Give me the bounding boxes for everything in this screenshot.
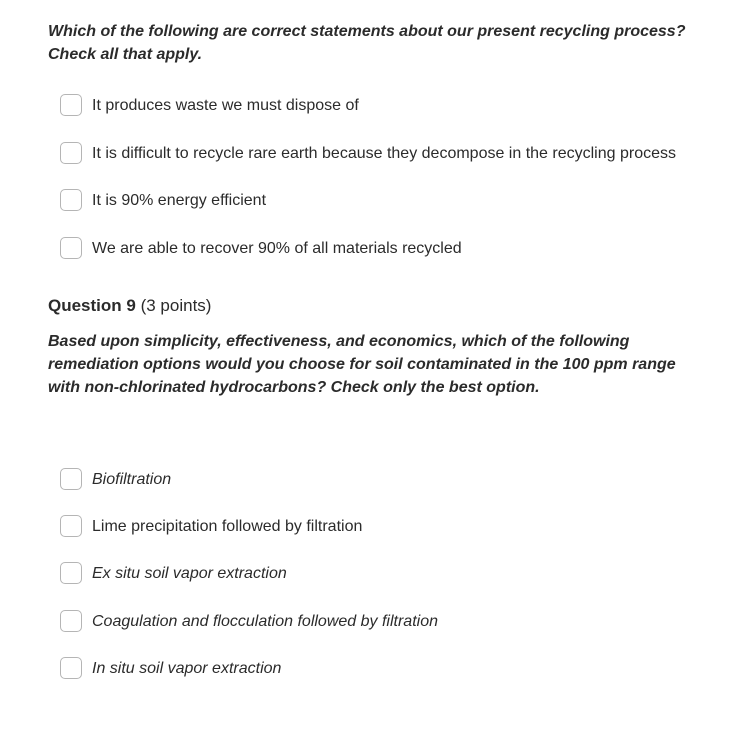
option-label: Lime precipitation followed by filtratio… — [92, 515, 362, 538]
checkbox[interactable] — [60, 94, 82, 116]
question-prompt: Which of the following are correct state… — [48, 20, 704, 66]
checkbox[interactable] — [60, 657, 82, 679]
option-row: Lime precipitation followed by filtratio… — [60, 515, 704, 538]
option-list-q1: It produces waste we must dispose of It … — [48, 94, 704, 260]
spacer — [48, 428, 704, 468]
option-row: Ex situ soil vapor extraction — [60, 562, 704, 585]
option-row: It produces waste we must dispose of — [60, 94, 704, 117]
option-row: In situ soil vapor extraction — [60, 657, 704, 680]
option-label: It is difficult to recycle rare earth be… — [92, 142, 676, 165]
option-label: We are able to recover 90% of all materi… — [92, 237, 462, 260]
option-label: In situ soil vapor extraction — [92, 657, 281, 680]
question-prompt: Based upon simplicity, effectiveness, an… — [48, 330, 704, 400]
checkbox[interactable] — [60, 468, 82, 490]
option-label: It produces waste we must dispose of — [92, 94, 359, 117]
option-label: Biofiltration — [92, 468, 171, 491]
option-list-q2: Biofiltration Lime precipitation followe… — [48, 468, 704, 681]
checkbox[interactable] — [60, 515, 82, 537]
quiz-container: Which of the following are correct state… — [0, 0, 752, 724]
checkbox[interactable] — [60, 562, 82, 584]
option-row: It is difficult to recycle rare earth be… — [60, 142, 704, 165]
checkbox[interactable] — [60, 189, 82, 211]
question-number: Question 9 — [48, 296, 136, 315]
option-label: Ex situ soil vapor extraction — [92, 562, 287, 585]
option-row: Biofiltration — [60, 468, 704, 491]
checkbox[interactable] — [60, 237, 82, 259]
option-label: It is 90% energy efficient — [92, 189, 266, 212]
option-row: It is 90% energy efficient — [60, 189, 704, 212]
question-points: (3 points) — [141, 296, 212, 315]
checkbox[interactable] — [60, 142, 82, 164]
option-row: We are able to recover 90% of all materi… — [60, 237, 704, 260]
question-header: Question 9 (3 points) — [48, 296, 704, 316]
option-label: Coagulation and flocculation followed by… — [92, 610, 438, 633]
option-row: Coagulation and flocculation followed by… — [60, 610, 704, 633]
checkbox[interactable] — [60, 610, 82, 632]
